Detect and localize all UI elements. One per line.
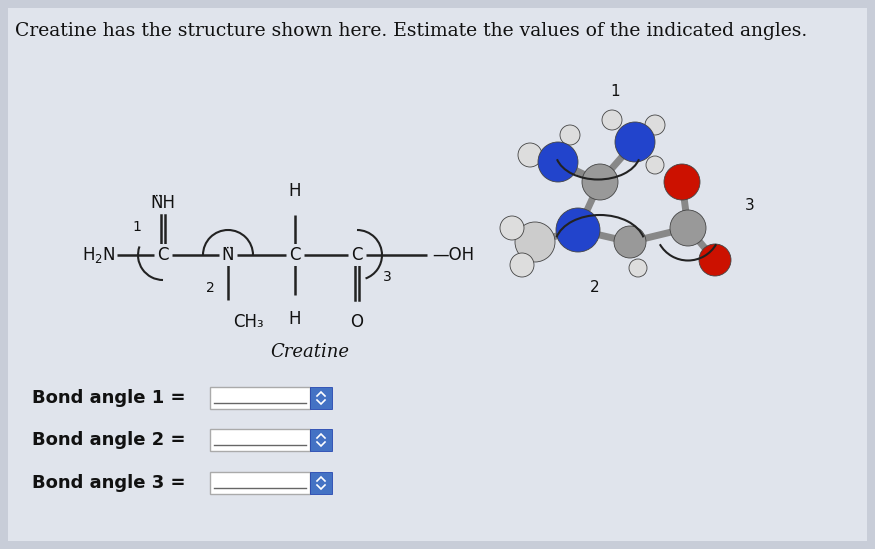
Circle shape bbox=[615, 122, 655, 162]
Text: Bond angle 3 =: Bond angle 3 = bbox=[32, 474, 186, 492]
Text: Bond angle 1 =: Bond angle 1 = bbox=[32, 389, 186, 407]
Circle shape bbox=[629, 259, 647, 277]
Circle shape bbox=[582, 164, 618, 200]
Text: CH₃: CH₃ bbox=[233, 313, 263, 331]
Text: H: H bbox=[289, 310, 301, 328]
Bar bbox=[210, 472, 310, 494]
Text: O: O bbox=[351, 313, 363, 331]
Circle shape bbox=[614, 226, 646, 258]
Text: 2: 2 bbox=[206, 281, 214, 295]
Circle shape bbox=[560, 125, 580, 145]
Circle shape bbox=[645, 115, 665, 135]
Circle shape bbox=[538, 142, 578, 182]
Text: Bond angle 2 =: Bond angle 2 = bbox=[32, 431, 186, 449]
Circle shape bbox=[602, 110, 622, 130]
Text: H$_2$N: H$_2$N bbox=[81, 245, 115, 265]
Circle shape bbox=[500, 216, 524, 240]
Text: 3: 3 bbox=[746, 198, 755, 212]
Bar bbox=[310, 472, 332, 494]
Text: —OH: —OH bbox=[432, 246, 474, 264]
Bar bbox=[310, 429, 332, 451]
Text: 1: 1 bbox=[133, 220, 142, 234]
Circle shape bbox=[646, 156, 664, 174]
Text: 2: 2 bbox=[591, 281, 600, 295]
Text: 1: 1 bbox=[610, 85, 620, 99]
Text: H: H bbox=[289, 182, 301, 200]
Text: Creatine: Creatine bbox=[270, 343, 349, 361]
Bar bbox=[210, 429, 310, 451]
Circle shape bbox=[670, 210, 706, 246]
Text: C: C bbox=[290, 246, 301, 264]
Bar bbox=[310, 387, 332, 409]
Circle shape bbox=[664, 164, 700, 200]
Text: C: C bbox=[158, 246, 169, 264]
Text: Creatine has the structure shown here. Estimate the values of the indicated angl: Creatine has the structure shown here. E… bbox=[15, 22, 808, 40]
Circle shape bbox=[515, 222, 555, 262]
Text: C: C bbox=[351, 246, 363, 264]
Circle shape bbox=[518, 143, 542, 167]
Text: N̈H: N̈H bbox=[150, 194, 176, 212]
Circle shape bbox=[556, 208, 600, 252]
Text: 3: 3 bbox=[382, 270, 391, 284]
Bar bbox=[210, 387, 310, 409]
Circle shape bbox=[510, 253, 534, 277]
Circle shape bbox=[699, 244, 731, 276]
Text: N̈: N̈ bbox=[221, 246, 234, 264]
